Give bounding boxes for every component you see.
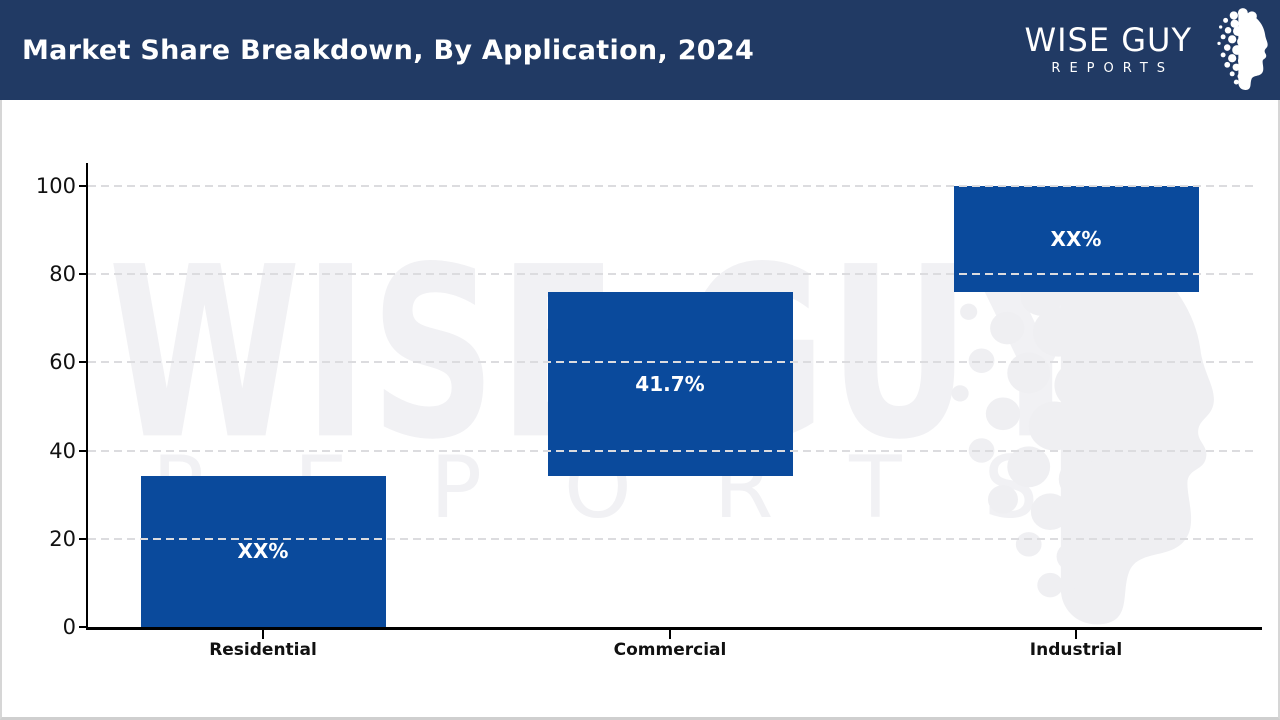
watermark-subtext: REPORTS <box>152 438 1121 538</box>
logo-subtext: REPORTS <box>1051 60 1175 76</box>
logo-head-icon <box>1217 8 1268 90</box>
logo-text: WISE GUY REPORTS <box>1024 24 1192 76</box>
wise-guy-reports-logo: WISE GUY REPORTS <box>1024 7 1270 93</box>
logo-wordmark: WISE GUY <box>1024 21 1192 60</box>
header-bar: Market Share Breakdown, By Application, … <box>0 0 1280 100</box>
chart-card: WISE GUY REPORTS <box>0 100 1280 720</box>
watermark-wordmark: WISE GUY <box>108 218 1102 493</box>
watermark: WISE GUY REPORTS <box>2 100 1278 717</box>
watermark-head-icon <box>951 222 1214 625</box>
chart-title: Market Share Breakdown, By Application, … <box>22 34 755 66</box>
